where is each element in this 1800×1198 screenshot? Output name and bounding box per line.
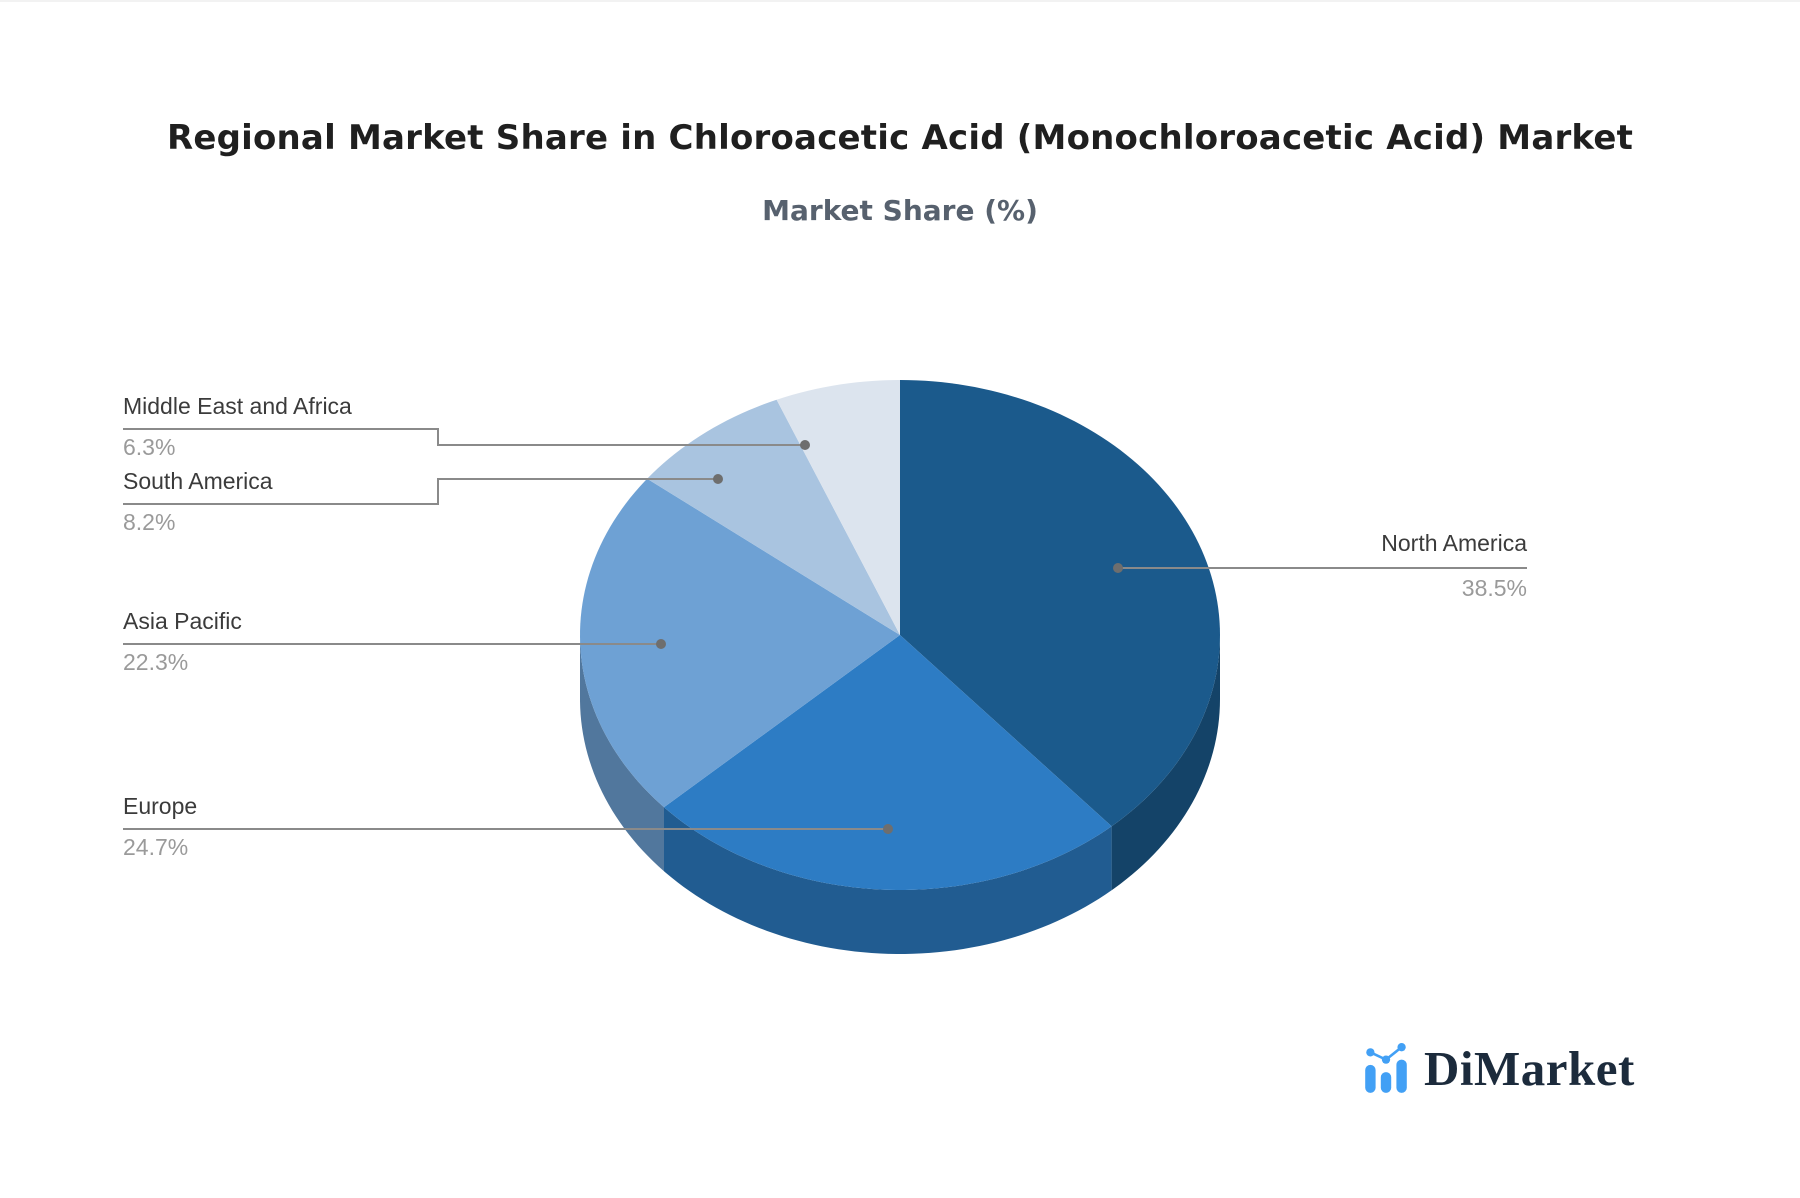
slice-label-middle-east-and-africa: Middle East and Africa (123, 393, 352, 419)
leader-dot-europe (883, 824, 893, 834)
dimarket-logo: DiMarket (1362, 1040, 1635, 1097)
leader-line-middle-east-and-africa (123, 428, 805, 446)
leader-dot-north-america (1113, 563, 1123, 573)
slice-label-south-america: South America (123, 468, 273, 494)
chart-title: Regional Market Share in Chloroacetic Ac… (166, 118, 1634, 158)
leader-dot-south-america (713, 474, 723, 484)
pie-slice-north-america[interactable] (900, 380, 1220, 827)
slice-label-north-america: North America (1381, 530, 1527, 556)
slice-value-south-america: 8.2% (123, 509, 176, 535)
pie-slice-side-asia-pacific (580, 635, 664, 872)
chart-subtitle: Market Share (%) (762, 194, 1038, 227)
leader-dot-asia-pacific (656, 639, 666, 649)
bar-chart-icon (1365, 1042, 1407, 1093)
leader-dot-middle-east-and-africa (800, 440, 810, 450)
slice-value-asia-pacific: 22.3% (123, 649, 189, 675)
slice-label-asia-pacific: Asia Pacific (123, 608, 242, 634)
slice-value-europe: 24.7% (123, 834, 189, 860)
leader-line-south-america (123, 478, 718, 505)
pie-slice-asia-pacific[interactable] (580, 478, 900, 808)
pie-slice-side-europe (664, 807, 1112, 954)
slice-label-europe: Europe (123, 793, 198, 819)
pie-slice-side-north-america (1111, 635, 1220, 891)
logo-text: DiMarket (1424, 1041, 1635, 1096)
pie-slice-south-america[interactable] (647, 399, 900, 635)
slice-value-north-america: 38.5% (1461, 575, 1527, 601)
pie-slice-europe[interactable] (664, 635, 1112, 890)
slice-value-middle-east-and-africa: 6.3% (123, 434, 176, 460)
